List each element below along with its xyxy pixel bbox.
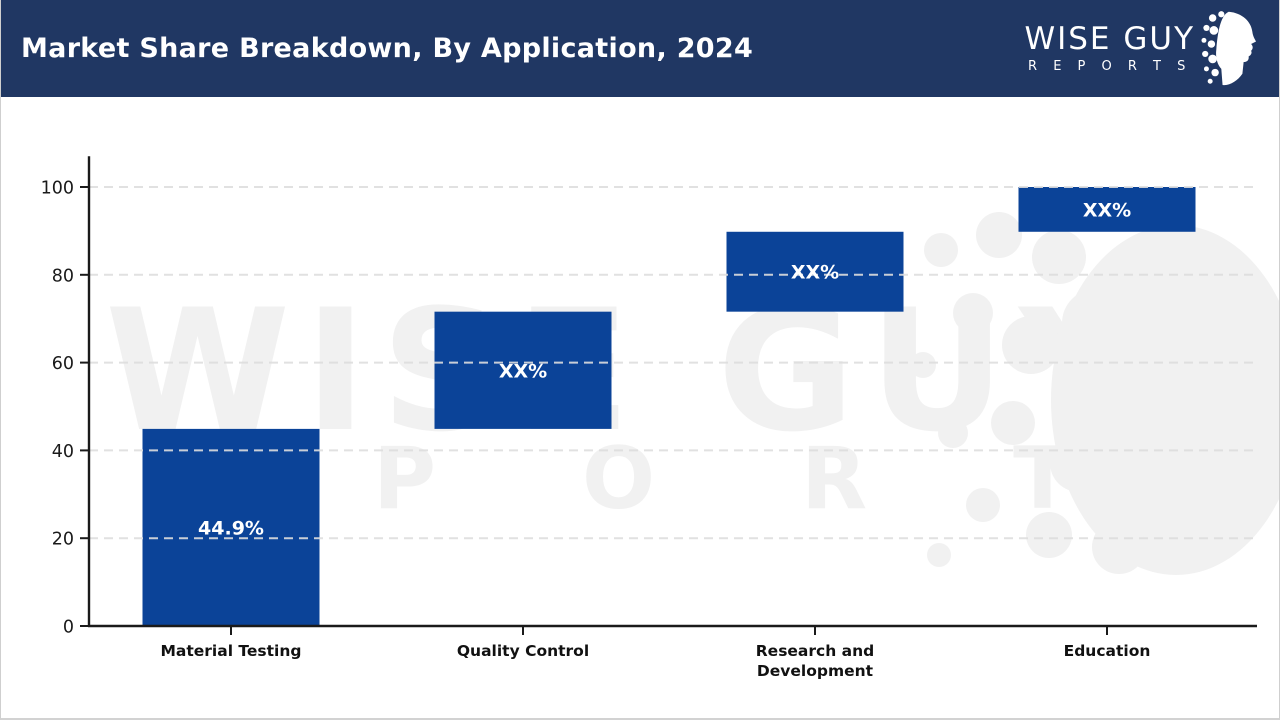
y-tick-label-80: 80 — [52, 266, 74, 286]
brand-name: WISE GUY — [1024, 21, 1195, 57]
y-tick-label-0: 0 — [63, 618, 74, 638]
category-label-3: Education — [1064, 642, 1151, 660]
chart-title: Market Share Breakdown, By Application, … — [21, 33, 754, 64]
bar-value-label-1: XX% — [499, 360, 547, 382]
brand-head-icon — [1201, 10, 1257, 85]
bar-value-label-0: 44.9% — [198, 517, 264, 539]
bar-0 — [142, 428, 320, 626]
brand-logo: WISE GUY R E P O R T S — [1024, 0, 1261, 97]
y-tick-label-40: 40 — [52, 442, 74, 462]
bar-value-label-2: XX% — [791, 262, 839, 284]
y-tick-label-20: 20 — [52, 530, 74, 550]
category-label-2: Research and Development — [756, 642, 875, 680]
bar-1 — [434, 311, 612, 429]
y-tick-label-60: 60 — [52, 354, 74, 374]
bar-3 — [1018, 187, 1196, 232]
bar-2 — [726, 231, 904, 312]
header: Market Share Breakdown, By Application, … — [1, 0, 1279, 97]
category-label-1: Quality Control — [457, 642, 589, 660]
bar-value-label-3: XX% — [1083, 199, 1131, 221]
y-tick-label-100: 100 — [41, 179, 74, 199]
brand-subname: R E P O R T S — [1028, 59, 1192, 74]
brand-logo-text: WISE GUY R E P O R T S — [1024, 21, 1195, 74]
category-label-0: Material Testing — [160, 642, 301, 660]
